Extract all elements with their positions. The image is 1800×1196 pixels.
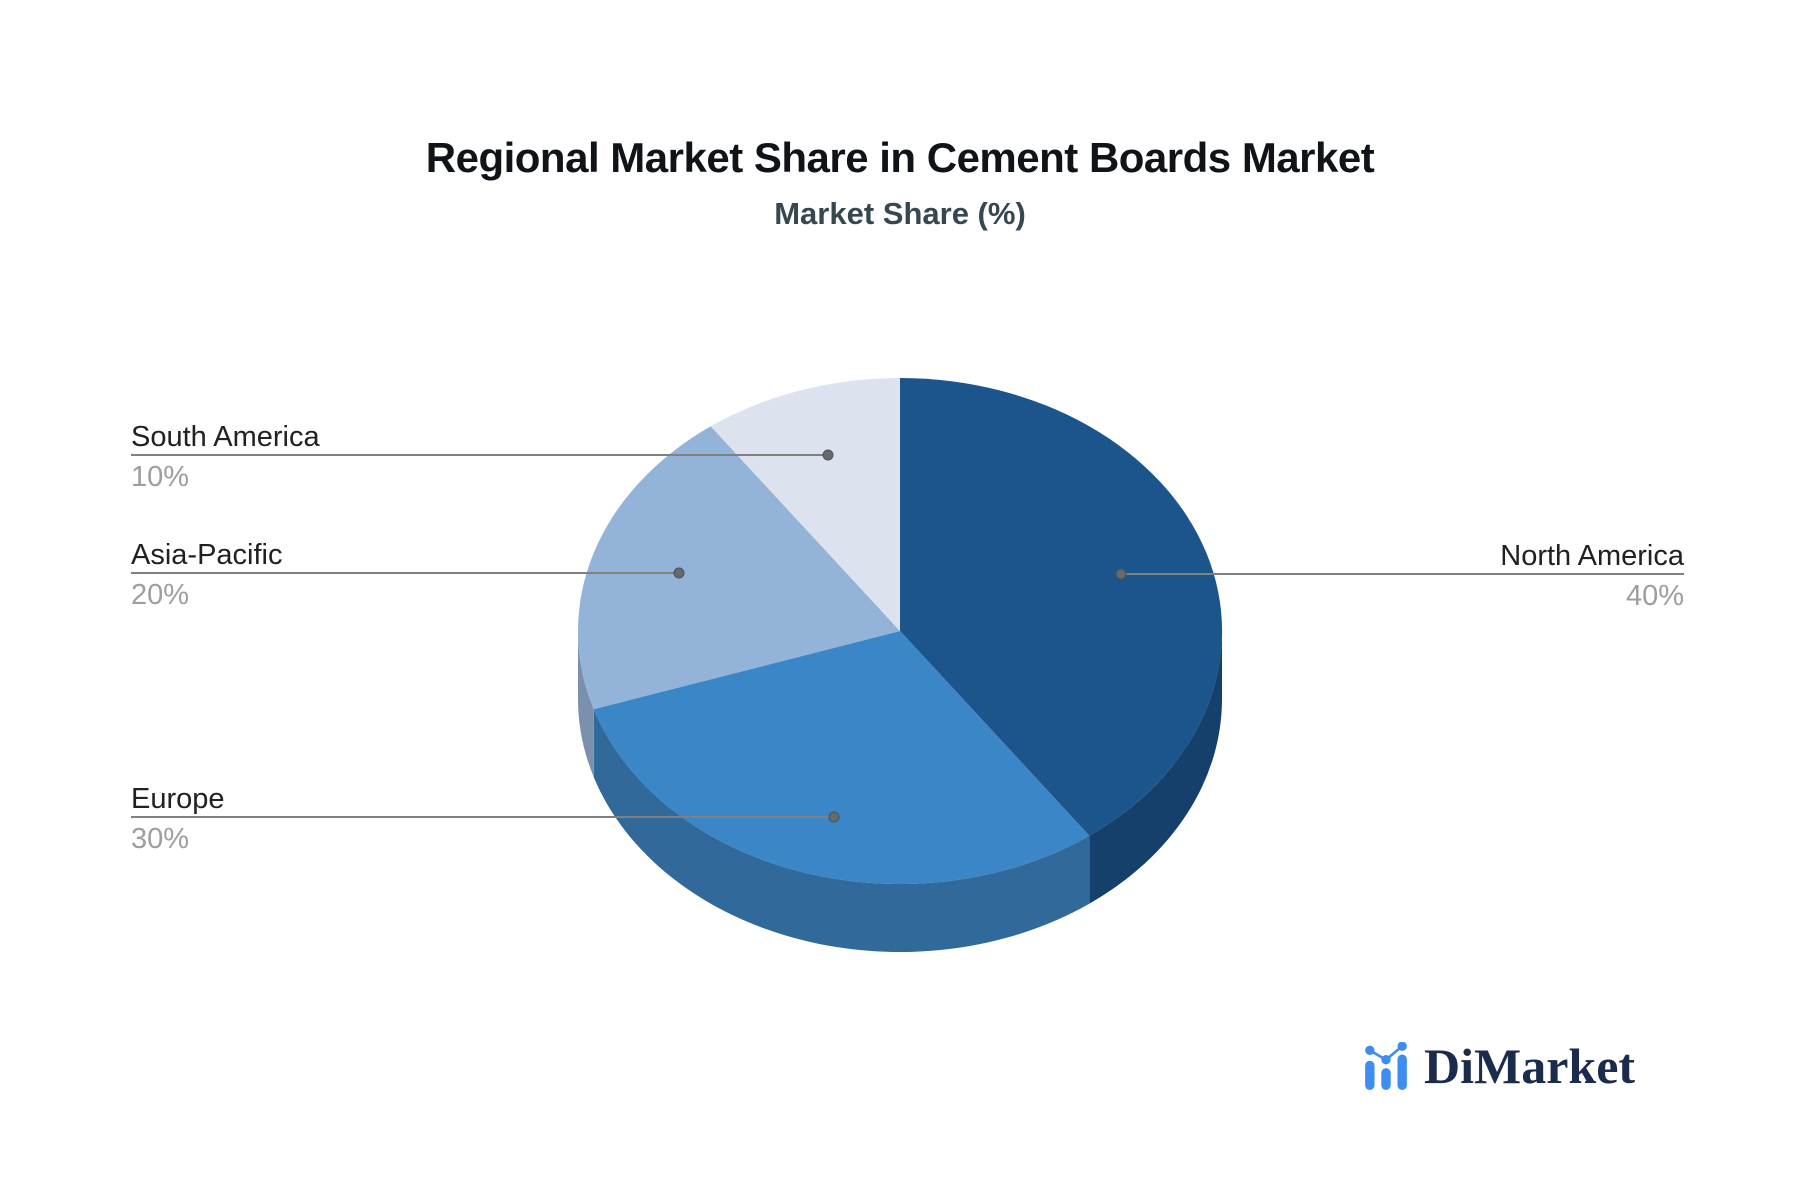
brand-name: DiMarket <box>1424 1038 1636 1094</box>
leader-dot <box>673 567 685 579</box>
callout-asia-pacific: Asia-Pacific 20% <box>131 539 685 611</box>
leader-dot <box>828 811 840 823</box>
leader-dot <box>822 449 834 461</box>
pie-side-asia-pacific[interactable] <box>578 631 594 778</box>
pie-slice-south-america[interactable] <box>710 377 900 631</box>
slice-label: North America <box>1500 540 1685 572</box>
chart-subtitle: Market Share (%) <box>774 196 1026 231</box>
slice-label: Europe <box>131 783 225 815</box>
pie-slice-asia-pacific[interactable] <box>578 426 900 710</box>
slice-value: 20% <box>131 579 189 611</box>
pie-slice-north-america[interactable] <box>900 378 1223 836</box>
callout-south-america: South America 10% <box>131 421 834 493</box>
leader-dot <box>1115 568 1127 580</box>
brand-logo-icon <box>1365 1042 1407 1090</box>
slice-label: Asia-Pacific <box>131 539 283 571</box>
callout-north-america: North America 40% <box>1115 540 1685 612</box>
pie-slice-europe[interactable] <box>593 631 1090 885</box>
brand-logo: DiMarket <box>1363 1038 1636 1094</box>
pie-side-europe[interactable] <box>593 709 1090 953</box>
slice-value: 30% <box>131 823 189 855</box>
slice-label: South America <box>131 421 320 453</box>
callout-europe: Europe 30% <box>131 783 840 855</box>
chart-title: Regional Market Share in Cement Boards M… <box>425 134 1375 181</box>
slice-value: 40% <box>1626 580 1684 612</box>
pie-3d-slices <box>578 377 1223 953</box>
pie-side-north-america[interactable] <box>1089 631 1222 904</box>
slice-value: 10% <box>131 461 189 493</box>
